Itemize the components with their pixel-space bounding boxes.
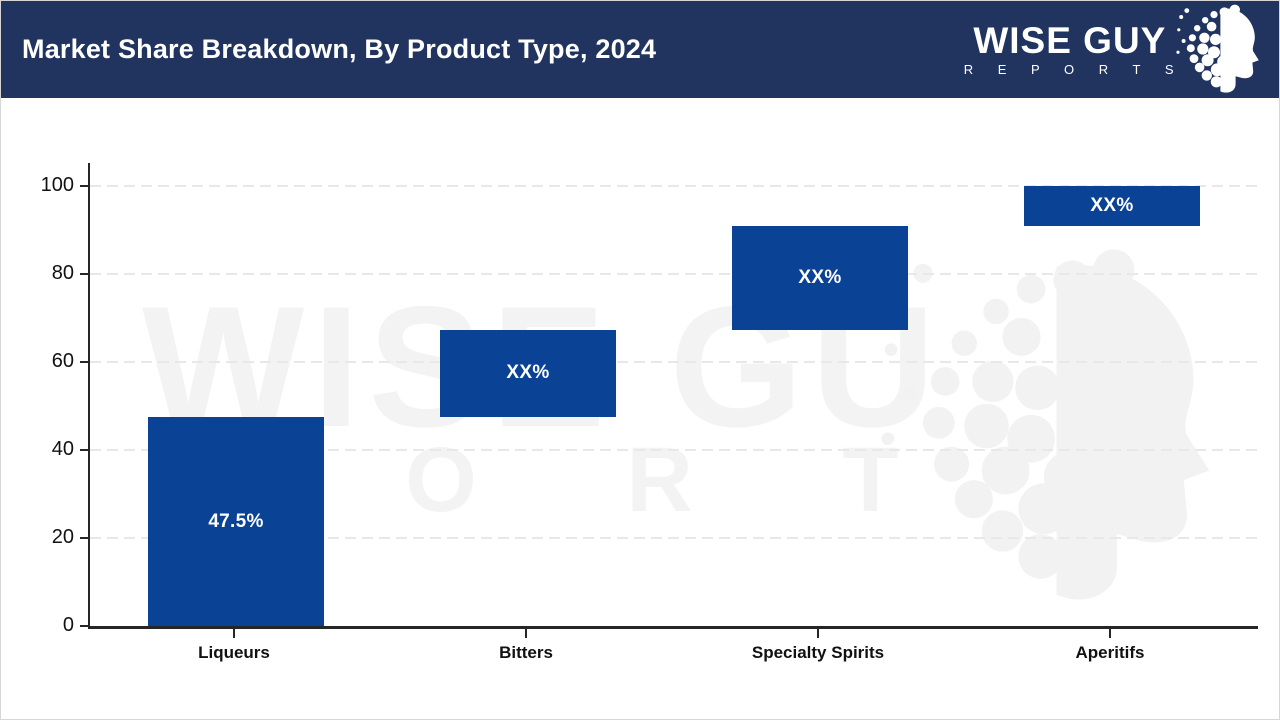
y-tick-label-100: 100 <box>40 174 74 196</box>
y-tick-label-80: 80 <box>51 262 74 284</box>
y-tick-mark-100 <box>80 185 89 187</box>
y-tick-label-20: 20 <box>51 526 74 548</box>
bar-value-label: XX% <box>506 362 550 384</box>
gridline-80 <box>90 273 1258 275</box>
page-title: Market Share Breakdown, By Product Type,… <box>22 33 657 64</box>
y-tick-label-60: 60 <box>51 350 74 372</box>
gridline-100 <box>90 185 1258 187</box>
gridline-60 <box>90 361 1258 363</box>
gridline-40 <box>90 449 1258 451</box>
x-tick-label: Liqueurs <box>198 643 270 662</box>
x-tick-label: Bitters <box>499 643 553 662</box>
y-tick-mark-20 <box>80 537 89 539</box>
bar-value-label: 47.5% <box>208 510 264 532</box>
logo-subtitle: R E P O R T S <box>963 61 1184 77</box>
x-tick-mark-3 <box>1109 629 1111 638</box>
logo-wordmark: WISE GUY <box>973 19 1167 61</box>
plot-area: 47.5% XX% XX% XX% <box>88 163 1258 629</box>
y-tick-mark-40 <box>80 449 89 451</box>
x-tick-label: Specialty Spirits <box>751 643 885 662</box>
y-tick-mark-80 <box>80 273 89 275</box>
y-tick-mark-0 <box>80 625 89 627</box>
x-tick-mark-0 <box>233 629 235 638</box>
bar-bitters: XX% <box>440 329 616 417</box>
header-bar: Market Share Breakdown, By Product Type,… <box>0 0 1280 98</box>
x-tick-label: Aperitifs <box>1075 643 1145 662</box>
gridline-20 <box>90 537 1258 539</box>
x-tick-mark-1 <box>525 629 527 638</box>
y-tick-label-40: 40 <box>51 438 74 460</box>
bar-value-label: XX% <box>798 266 842 288</box>
wiseguy-head-icon <box>1176 4 1259 93</box>
y-tick-label-0: 0 <box>62 614 74 636</box>
bar-liqueurs: 47.5% <box>148 417 324 626</box>
y-tick-mark-60 <box>80 361 89 363</box>
wiseguy-head-watermark-icon <box>881 249 1210 600</box>
bar-value-label: XX% <box>1090 195 1134 217</box>
bar-specialty-spirits: XX% <box>732 226 908 330</box>
logo-text: WISE GUY R E P O R T S <box>956 22 1184 77</box>
x-tick-mark-2 <box>817 629 819 638</box>
wiseguy-logo: WISE GUY R E P O R T S <box>956 3 1262 95</box>
bar-aperitifs: XX% <box>1024 186 1200 227</box>
